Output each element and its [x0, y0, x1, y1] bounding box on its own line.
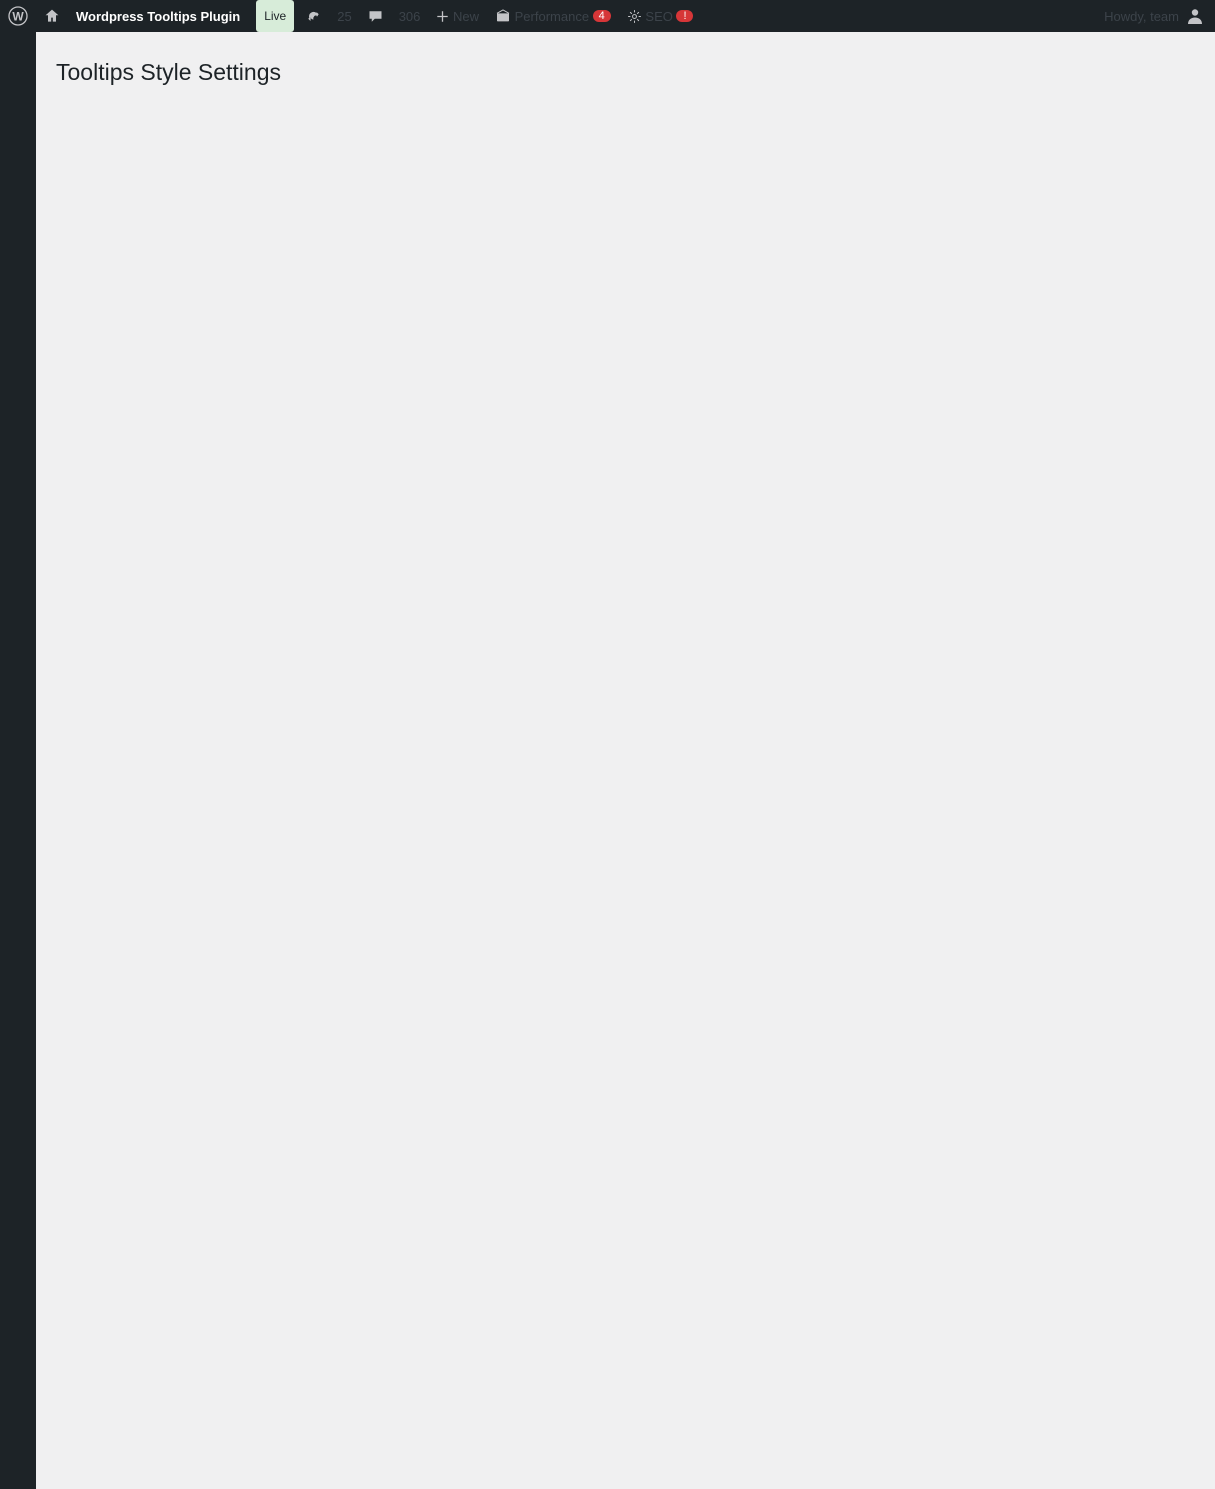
svg-text:W: W	[12, 10, 24, 24]
